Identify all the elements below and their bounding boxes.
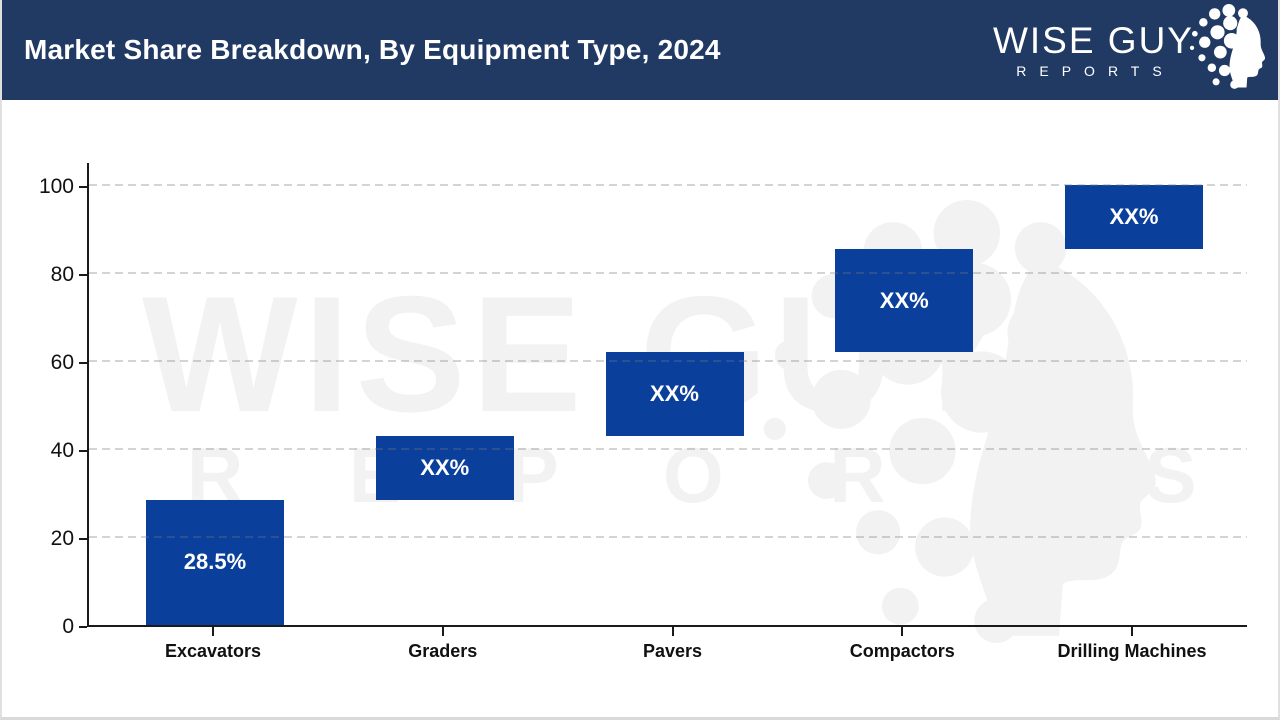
brand-logo: WISE GUY REPORTS bbox=[993, 4, 1278, 96]
y-tick-label: 100 bbox=[38, 175, 74, 198]
bar-value-label: XX% bbox=[420, 454, 470, 480]
x-tick-label: Compactors bbox=[849, 641, 955, 661]
x-tick-mark bbox=[441, 627, 444, 636]
y-tick-label: 0 bbox=[62, 615, 74, 638]
x-tick-label: Graders bbox=[408, 641, 478, 661]
y-tick-label: 60 bbox=[50, 351, 74, 374]
bar-drilling-machines: XX% bbox=[1065, 185, 1203, 249]
gridline bbox=[89, 272, 1247, 274]
gridline bbox=[89, 448, 1247, 450]
x-tick-label: Pavers bbox=[642, 641, 703, 661]
wiseguy-head-icon bbox=[1189, 4, 1266, 89]
y-tick-label: 20 bbox=[50, 527, 74, 550]
bar-value-label: XX% bbox=[1109, 203, 1159, 229]
gridline bbox=[89, 360, 1247, 362]
y-tick-mark bbox=[79, 362, 87, 364]
x-tick-mark bbox=[671, 627, 674, 636]
bar-graders: XX% bbox=[375, 435, 514, 500]
x-tick-label: Excavators bbox=[164, 641, 262, 661]
gridline bbox=[89, 184, 1247, 186]
gridline bbox=[89, 536, 1247, 538]
chart-title: Market Share Breakdown, By Equipment Typ… bbox=[24, 34, 721, 65]
bar-value-label: XX% bbox=[879, 287, 929, 313]
y-tick-label: 80 bbox=[50, 263, 74, 286]
brand-name: WISE GUY bbox=[992, 19, 1194, 61]
chart-area: WISE GUY R E P O R T S 28.5% XX% XX% XX% XX%… bbox=[2, 100, 1278, 717]
x-tick-mark bbox=[212, 627, 214, 636]
bar-compactors: XX% bbox=[835, 248, 974, 353]
x-tick-mark bbox=[901, 627, 904, 636]
y-tick-mark bbox=[79, 274, 87, 276]
bar-value-label: XX% bbox=[650, 381, 699, 407]
plot-area: 28.5% XX% XX% XX% XX% bbox=[87, 163, 1247, 627]
bar-value-label: 28.5% bbox=[183, 549, 247, 575]
brand-logo-text: WISE GUY REPORTS bbox=[993, 22, 1194, 79]
y-tick-mark bbox=[79, 538, 87, 540]
y-tick-mark bbox=[79, 186, 87, 188]
bar-pavers: XX% bbox=[605, 352, 744, 436]
y-tick-mark bbox=[79, 450, 87, 452]
watermark-head-icon bbox=[763, 200, 1156, 644]
y-tick-label: 40 bbox=[50, 439, 74, 462]
bar-excavators: 28.5% bbox=[146, 499, 284, 625]
brand-subname: REPORTS bbox=[1016, 62, 1175, 79]
x-tick-label: Drilling Machines bbox=[1057, 641, 1207, 661]
header-bar: Market Share Breakdown, By Equipment Typ… bbox=[2, 0, 1278, 100]
x-tick-mark bbox=[1131, 627, 1133, 636]
y-tick-mark bbox=[79, 626, 87, 628]
